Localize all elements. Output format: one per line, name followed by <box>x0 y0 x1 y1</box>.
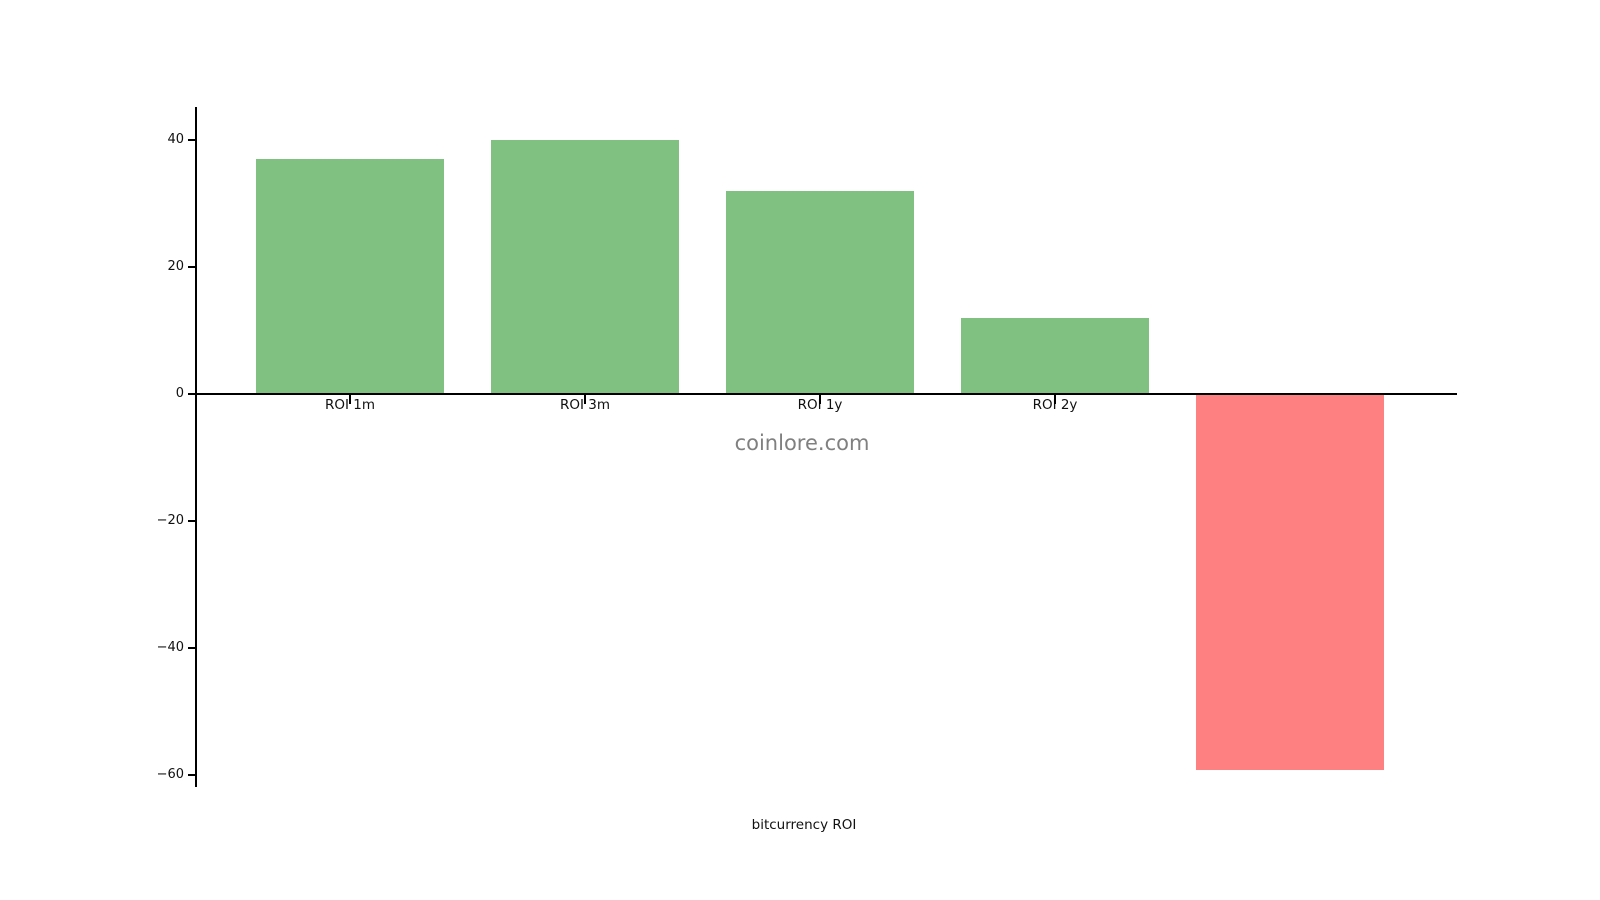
chart-title: bitcurrency ROI <box>751 817 857 833</box>
x-tick-mark <box>1054 395 1056 404</box>
y-tick-mark <box>188 647 195 649</box>
watermark-text: coinlore.com <box>734 431 870 455</box>
x-tick-label: ROI 2y <box>1032 397 1078 413</box>
y-tick-label: 40 <box>167 132 184 147</box>
y-axis-line <box>195 107 197 787</box>
x-tick-label: ROI 3m <box>559 397 611 413</box>
x-tick-mark <box>349 395 351 404</box>
bar-roi-1m <box>256 159 444 394</box>
x-tick-mark <box>584 395 586 404</box>
y-tick-mark <box>188 520 195 522</box>
y-tick-label: −40 <box>156 640 184 655</box>
y-tick-label: −20 <box>156 513 184 528</box>
y-tick-mark <box>188 774 195 776</box>
y-tick-label: 20 <box>167 259 184 274</box>
x-tick-label: ROI 1y <box>797 397 843 413</box>
x-axis-line <box>195 393 1457 395</box>
bar-roi-3m <box>491 140 679 394</box>
y-tick-mark <box>188 139 195 141</box>
y-tick-mark <box>188 266 195 268</box>
y-tick-label: 0 <box>175 386 184 401</box>
x-tick-mark <box>819 395 821 404</box>
y-tick-label: −60 <box>156 767 184 782</box>
x-tick-label: ROI 1m <box>324 397 376 413</box>
bar-5 <box>1196 395 1384 770</box>
bar-roi-1y <box>726 190 914 394</box>
y-tick-mark <box>188 393 195 395</box>
bar-roi-2y <box>961 317 1149 394</box>
